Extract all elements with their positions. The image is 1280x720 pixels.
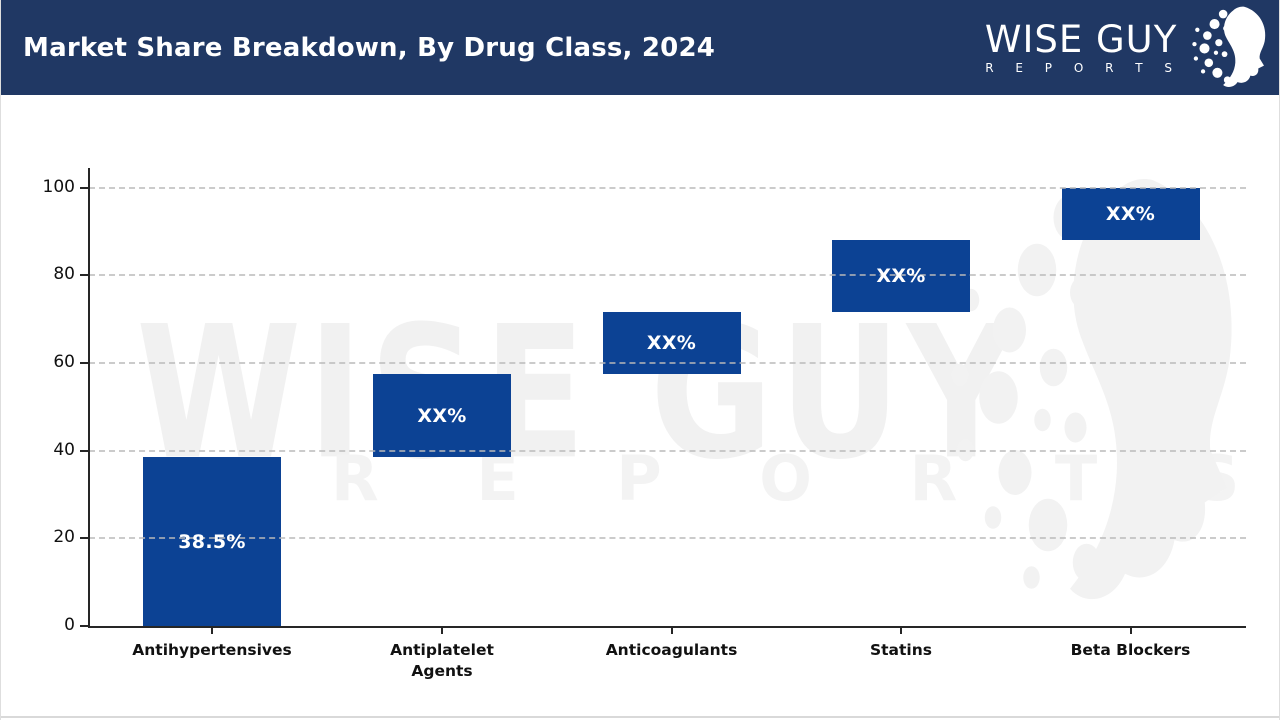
gridline-40: [89, 449, 1246, 452]
category-label-2: Anticoagulants: [605, 641, 738, 659]
y-tick-label-60: 60: [53, 351, 75, 372]
x-tickmark-3: [900, 628, 902, 634]
y-tickmark-20: [80, 537, 88, 540]
y-tickmark-40: [80, 449, 88, 452]
bar-value-label: XX%: [646, 332, 697, 355]
y-tickmark-80: [80, 274, 88, 277]
x-tickmark-4: [1129, 628, 1132, 634]
gridline-80: [89, 274, 1246, 277]
wise-guy-reports-logo: WISE GUY R E P O R T S: [981, 4, 1269, 90]
category-label-3: Statins: [869, 641, 932, 659]
logo-reports-text: R E P O R T S: [985, 60, 1181, 75]
logo-wiseguy-text: WISE GUY: [984, 17, 1178, 61]
y-tickmark-100: [80, 186, 88, 189]
x-tickmark-2: [670, 628, 673, 634]
header-bar: Market Share Breakdown, By Drug Class, 2…: [1, 0, 1279, 95]
gridline-20: [89, 537, 1246, 540]
y-tickmark-60: [80, 361, 88, 364]
y-tick-label-80: 80: [53, 264, 75, 285]
y-axis-line: [88, 168, 90, 628]
bar-value-label: XX%: [417, 404, 467, 427]
category-label-0: Antihypertensives: [132, 641, 292, 659]
bar-antiplatelet-agents[interactable]: [373, 373, 511, 458]
logo-head-icon: [1192, 6, 1266, 87]
bar-value-label: 38.5%: [178, 530, 246, 553]
page-title: Market Share Breakdown, By Drug Class, 2…: [23, 32, 716, 63]
x-axis-line: [88, 626, 1246, 628]
gridline-60: [89, 361, 1246, 364]
category-label-4: Beta Blockers: [1070, 641, 1191, 659]
y-tick-label-100: 100: [42, 176, 75, 197]
gridline-100: [89, 186, 1246, 189]
x-tickmark-1: [441, 628, 443, 634]
x-tickmark-0: [211, 628, 213, 634]
y-tickmark-0: [80, 625, 88, 627]
bottom-border-line: [1, 716, 1279, 718]
bar-value-label: XX%: [1105, 202, 1156, 225]
logo-text: WISE GUY R E P O R T S: [981, 21, 1181, 74]
y-tick-label-0: 0: [64, 615, 75, 635]
y-tick-label-40: 40: [53, 439, 75, 460]
y-tick-label-20: 20: [53, 527, 75, 548]
bar-statins[interactable]: [832, 240, 970, 313]
bar-antihypertensives[interactable]: [143, 457, 281, 626]
category-label-1: Antiplatelet Agents: [390, 641, 494, 680]
bar-value-label: XX%: [876, 265, 926, 288]
